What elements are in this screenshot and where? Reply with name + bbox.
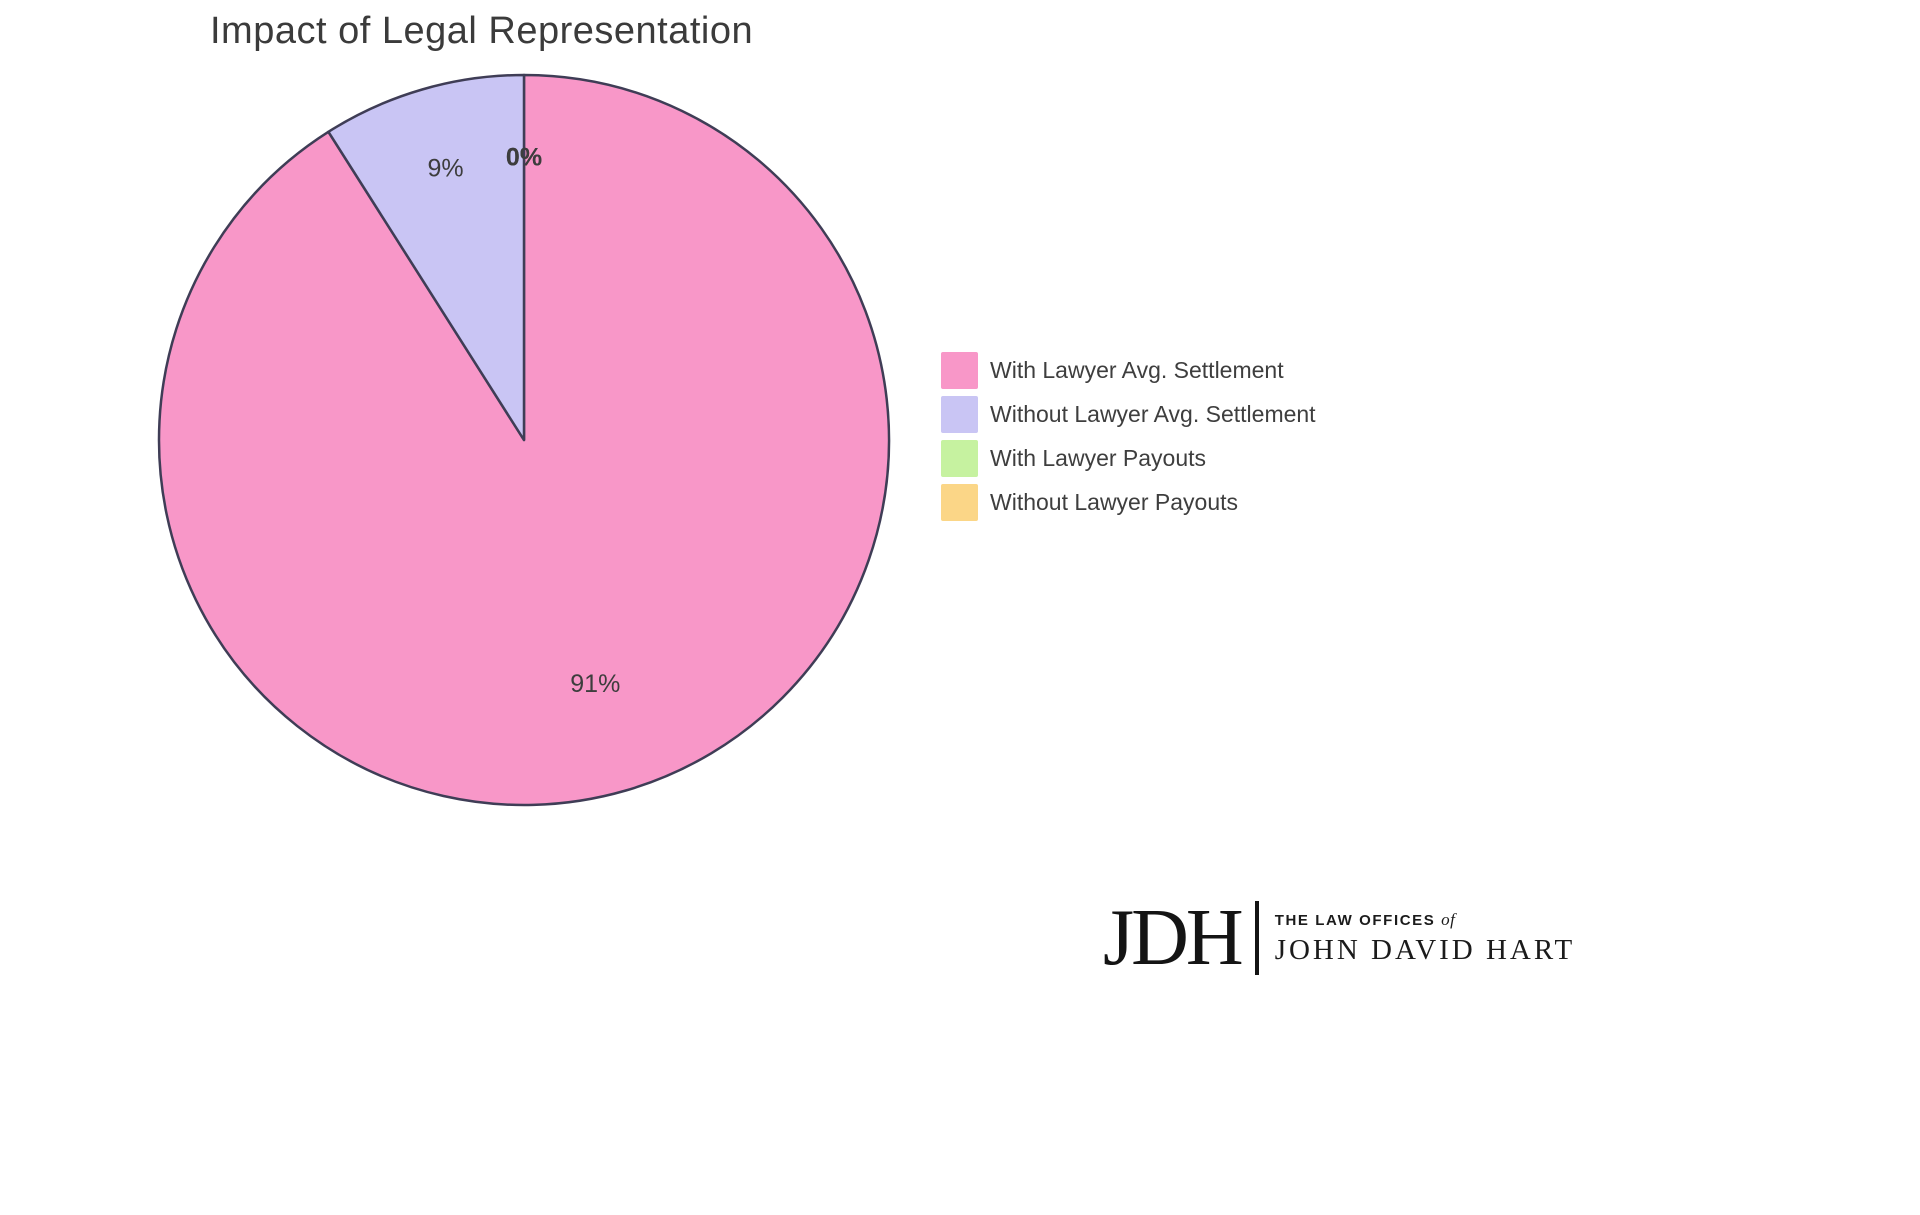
legend-swatch <box>941 352 978 389</box>
legend-label: With Lawyer Payouts <box>990 445 1207 471</box>
legend-label: Without Lawyer Payouts <box>990 489 1239 515</box>
logo-monogram: JDH <box>1103 894 1244 982</box>
pie-slice-label: 0% <box>506 144 542 172</box>
legend-swatch <box>941 440 978 477</box>
chart-title: Impact of Legal Representation <box>210 10 754 52</box>
legend-item-with-lawyer-settlement: With Lawyer Avg. Settlement <box>941 352 1316 389</box>
pie-slice-0 <box>157 73 891 807</box>
legend-item-without-lawyer-settlement: Without Lawyer Avg. Settlement <box>941 396 1316 433</box>
legend-label: Without Lawyer Avg. Settlement <box>990 401 1316 427</box>
legend-item-with-lawyer-payouts: With Lawyer Payouts <box>941 440 1316 477</box>
legend: With Lawyer Avg. Settlement Without Lawy… <box>941 352 1316 521</box>
pie-slice-label: 0% <box>506 144 542 172</box>
logo-divider <box>1254 901 1259 975</box>
logo-text: THE LAW OFFICES of JOHN DAVID HART <box>1275 910 1576 967</box>
pie-slice-1 <box>327 73 526 442</box>
legend-swatch <box>941 396 978 433</box>
logo-tagline-of: of <box>1441 909 1456 929</box>
logo-firm-name: JOHN DAVID HART <box>1274 933 1576 966</box>
pie-chart: 91%9% 0%0% <box>157 73 891 807</box>
legend-item-without-lawyer-payouts: Without Lawyer Payouts <box>941 484 1316 521</box>
logo-tagline: THE LAW OFFICES of <box>1275 910 1576 930</box>
pie-slice-label: 91% <box>570 670 620 698</box>
logo-tagline-caps: THE LAW OFFICES <box>1274 911 1436 929</box>
legend-label: With Lawyer Avg. Settlement <box>990 357 1284 383</box>
legend-swatch <box>941 484 978 521</box>
brand-logo: JDH THE LAW OFFICES of JOHN DAVID HART <box>1103 898 1575 978</box>
pie-slice-label: 9% <box>428 155 464 183</box>
